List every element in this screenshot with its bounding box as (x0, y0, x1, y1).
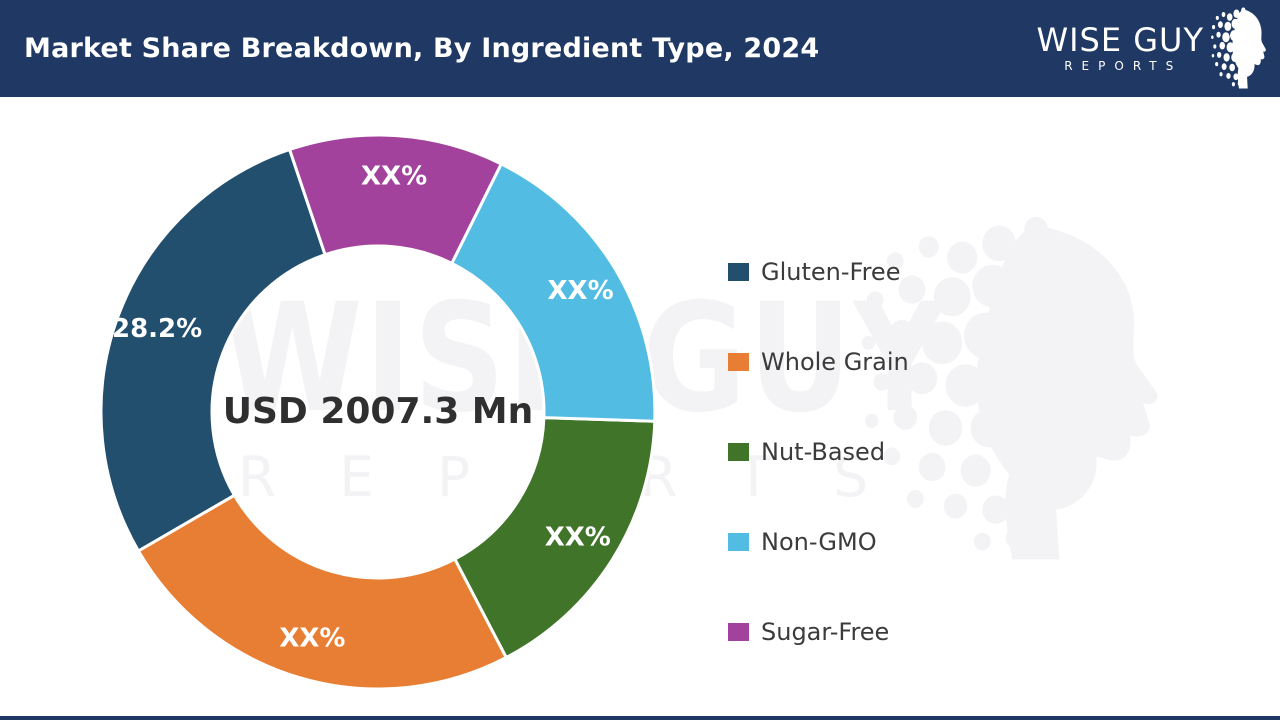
page-title: Market Share Breakdown, By Ingredient Ty… (24, 33, 820, 64)
legend-swatch-sugar-free (728, 623, 749, 641)
legend-label: Whole Grain (761, 348, 909, 376)
wiseguy-logo-text: WISE GUY REPORTS (1036, 24, 1204, 73)
slice-label-whole-grain: XX% (279, 624, 345, 654)
chart-area: WISE GUY REPORTS 28.2%XX%XX%XX%XX% USD 2… (0, 97, 1280, 716)
donut-slice-gluten-free (99, 148, 327, 553)
slice-label-gluten-free: 28.2% (112, 314, 202, 344)
legend-item-gluten-free: Gluten-Free (728, 258, 909, 286)
legend-swatch-non-gmo (728, 533, 749, 551)
donut-slice-nut-based (453, 416, 657, 659)
slice-label-nut-based: XX% (545, 523, 611, 553)
logo-wordmark: WISE GUY (1036, 21, 1204, 60)
donut-center-value: USD 2007.3 Mn (222, 391, 534, 432)
legend-swatch-gluten-free (728, 263, 749, 281)
wiseguy-face-icon (1211, 6, 1266, 88)
legend-label: Sugar-Free (761, 618, 890, 646)
legend-item-non-gmo: Non-GMO (728, 528, 909, 556)
donut-slice-non-gmo (450, 162, 657, 423)
footer-bar (0, 716, 1280, 720)
legend-item-nut-based: Nut-Based (728, 438, 909, 466)
legend-item-whole-grain: Whole Grain (728, 348, 909, 376)
slice-label-sugar-free: XX% (361, 162, 427, 192)
wiseguy-logo: WISE GUY REPORTS (1036, 6, 1270, 91)
donut-slice-sugar-free (288, 133, 503, 265)
donut-slice-whole-grain (136, 493, 508, 691)
legend-label: Nut-Based (761, 438, 886, 466)
logo-subtitle: REPORTS (1064, 58, 1183, 73)
slice-label-non-gmo: XX% (548, 276, 614, 306)
legend-swatch-nut-based (728, 443, 749, 461)
legend-swatch-whole-grain (728, 353, 749, 371)
legend-label: Gluten-Free (761, 258, 901, 286)
donut-chart: 28.2% XX% XX% XX% XX% (99, 133, 657, 691)
header-bar: Market Share Breakdown, By Ingredient Ty… (0, 0, 1280, 97)
legend-label: Non-GMO (761, 528, 877, 556)
chart-legend: Gluten-Free Whole Grain Nut-Based Non-GM… (728, 258, 909, 646)
legend-item-sugar-free: Sugar-Free (728, 618, 909, 646)
